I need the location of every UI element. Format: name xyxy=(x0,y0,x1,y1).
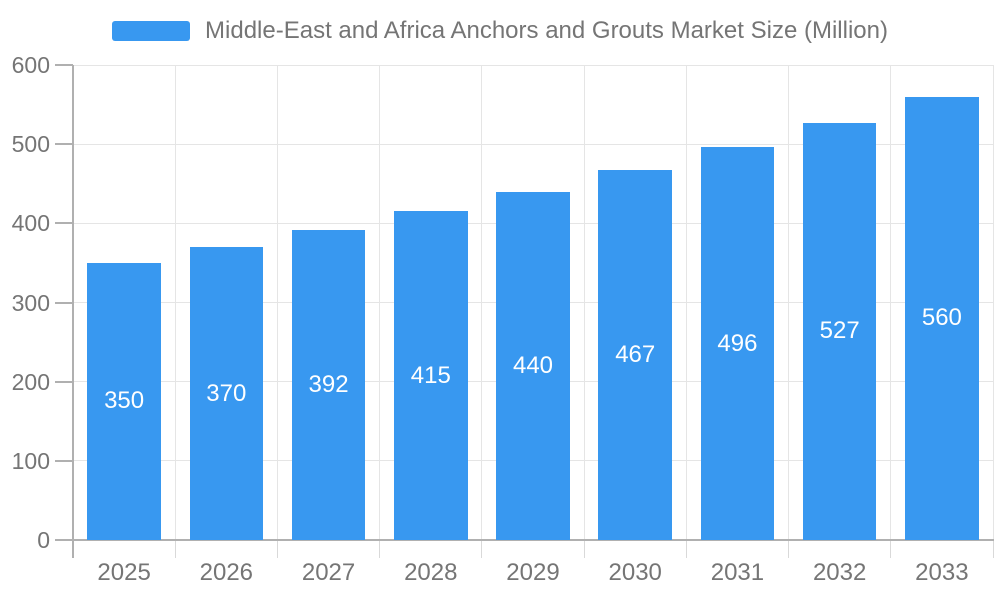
x-axis-label: 2033 xyxy=(915,559,969,586)
y-axis-label: 600 xyxy=(11,52,50,78)
bar[interactable] xyxy=(802,122,877,540)
y-tick xyxy=(55,143,73,146)
y-tick xyxy=(55,380,73,383)
legend-label: Middle-East and Africa Anchors and Grout… xyxy=(205,17,888,44)
x-axis-label: 2032 xyxy=(812,559,867,586)
y-axis-label: 500 xyxy=(11,131,50,158)
bar-value-label: 415 xyxy=(410,361,451,389)
x-tick xyxy=(685,540,687,558)
x-axis-label: 2031 xyxy=(710,559,765,586)
y-axis-label: 200 xyxy=(11,368,50,395)
x-boundary-gridline xyxy=(583,65,585,540)
x-boundary-gridline xyxy=(890,65,892,540)
bar-value-label: 560 xyxy=(921,304,962,332)
x-tick xyxy=(788,540,790,558)
x-boundary-gridline xyxy=(174,65,176,540)
x-tick xyxy=(72,540,74,558)
x-axis-label: 2028 xyxy=(404,559,458,586)
x-tick xyxy=(174,540,176,558)
x-axis-label: 2027 xyxy=(301,559,356,586)
y-tick xyxy=(55,459,73,462)
bar[interactable] xyxy=(393,211,468,540)
bar-value-label: 392 xyxy=(308,370,349,398)
x-boundary-gridline xyxy=(788,65,790,540)
bar-value-label: 350 xyxy=(104,387,145,415)
y-axis-label: 0 xyxy=(37,527,50,553)
y-tick xyxy=(55,301,73,304)
bar[interactable] xyxy=(87,262,161,540)
bar-value-label: 527 xyxy=(819,317,860,345)
x-axis-label: 2030 xyxy=(608,559,662,586)
y-axis-label: 400 xyxy=(11,210,50,237)
bar[interactable] xyxy=(496,191,570,540)
x-tick xyxy=(583,540,585,558)
x-tick xyxy=(276,540,278,558)
y-tick xyxy=(55,64,73,66)
legend[interactable]: Middle-East and Africa Anchors and Grout… xyxy=(0,16,1000,46)
y-axis-label: 300 xyxy=(11,289,50,316)
y-tick xyxy=(55,539,73,541)
x-boundary-gridline xyxy=(481,65,483,540)
x-tick xyxy=(890,540,892,558)
bar[interactable] xyxy=(291,229,366,540)
x-tick xyxy=(379,540,381,558)
bar[interactable] xyxy=(700,147,775,540)
bar-value-label: 467 xyxy=(615,341,656,369)
bar[interactable] xyxy=(905,96,979,540)
bar-value-label: 496 xyxy=(717,329,758,357)
x-tick xyxy=(481,540,483,558)
bar[interactable] xyxy=(189,247,264,540)
bar[interactable] xyxy=(598,170,673,540)
y-gridline xyxy=(73,64,993,66)
x-boundary-gridline xyxy=(685,65,687,540)
bar-value-label: 370 xyxy=(206,379,247,407)
x-axis-line xyxy=(72,539,994,541)
y-axis-label: 100 xyxy=(11,447,50,474)
x-tick xyxy=(992,540,994,558)
y-axis-line xyxy=(72,65,74,540)
x-boundary-gridline xyxy=(276,65,278,540)
bar-value-label: 440 xyxy=(512,351,554,379)
x-boundary-gridline xyxy=(992,65,994,540)
legend-swatch xyxy=(112,21,191,41)
x-axis-label: 2026 xyxy=(199,559,254,586)
y-gridline xyxy=(73,143,993,145)
x-boundary-gridline xyxy=(379,65,381,540)
x-axis-label: 2029 xyxy=(506,559,560,586)
y-tick xyxy=(55,222,73,225)
plot-area: 0 100 200 300 400 500 600 350 2025 370 2026 392 2027… xyxy=(12,52,994,586)
x-axis-label: 2025 xyxy=(97,559,151,586)
